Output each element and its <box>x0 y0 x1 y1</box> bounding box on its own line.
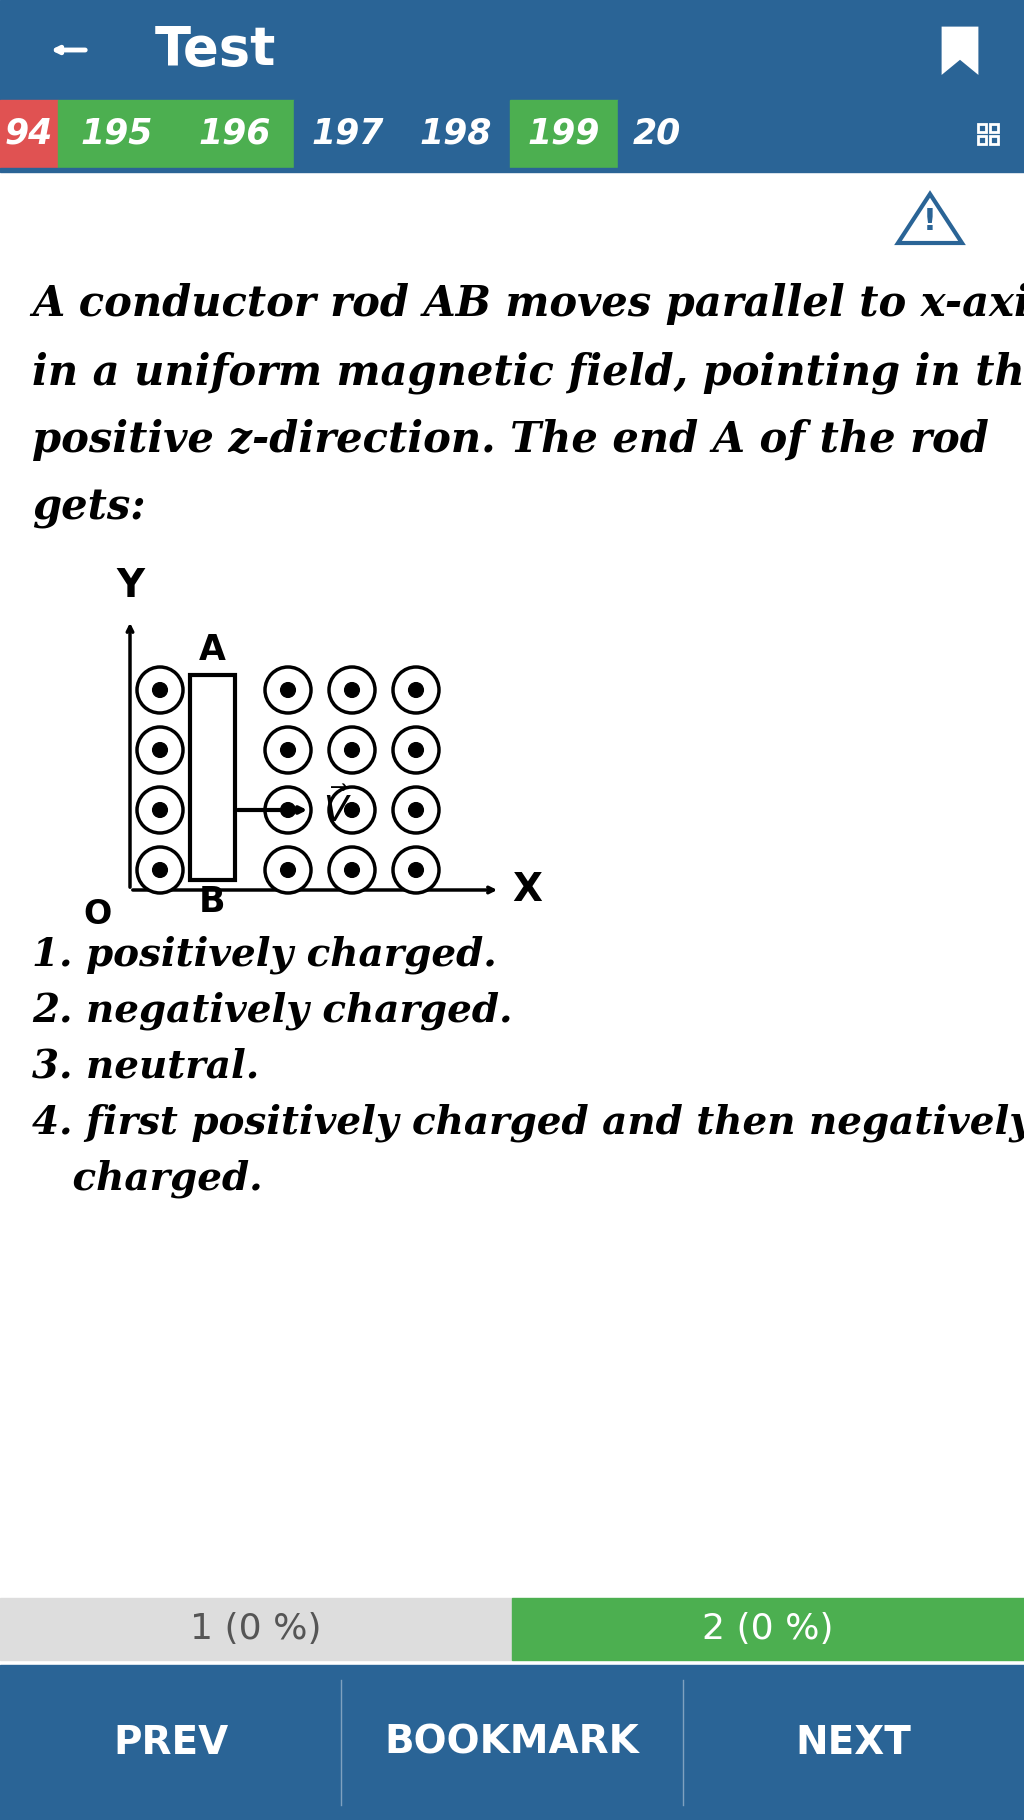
Text: X: X <box>512 872 542 908</box>
Circle shape <box>137 726 183 774</box>
Bar <box>978 124 986 133</box>
Bar <box>0 0 1024 100</box>
Text: 199: 199 <box>527 116 600 151</box>
Circle shape <box>265 786 311 834</box>
Text: 2. negatively charged.: 2. negatively charged. <box>32 992 512 1030</box>
Circle shape <box>393 786 439 834</box>
Circle shape <box>409 743 423 757</box>
Circle shape <box>265 846 311 894</box>
Bar <box>0 1665 1024 1820</box>
Bar <box>190 675 234 881</box>
Bar <box>294 100 402 167</box>
Circle shape <box>281 682 295 697</box>
Text: B: B <box>200 885 226 919</box>
Text: 2 (0 %): 2 (0 %) <box>702 1613 834 1645</box>
Circle shape <box>345 863 359 877</box>
Circle shape <box>153 743 167 757</box>
Circle shape <box>329 846 375 894</box>
Text: $\vec{V}$: $\vec{V}$ <box>323 786 352 828</box>
Text: 94: 94 <box>5 116 53 151</box>
Text: gets:: gets: <box>32 488 145 530</box>
Bar <box>0 1598 512 1660</box>
Circle shape <box>153 682 167 697</box>
Text: Y: Y <box>116 568 144 604</box>
Text: positive z-direction. The end A of the rod: positive z-direction. The end A of the r… <box>32 419 989 460</box>
Circle shape <box>137 786 183 834</box>
Bar <box>176 100 294 167</box>
Circle shape <box>345 803 359 817</box>
Text: 197: 197 <box>312 116 384 151</box>
Circle shape <box>153 863 167 877</box>
Circle shape <box>265 666 311 713</box>
Text: O: O <box>84 897 112 932</box>
Text: A conductor rod AB moves parallel to x-axis: A conductor rod AB moves parallel to x-a… <box>32 282 1024 326</box>
Text: 3. neutral.: 3. neutral. <box>32 1046 259 1085</box>
Circle shape <box>281 743 295 757</box>
Bar <box>510 100 618 167</box>
Bar <box>618 100 696 167</box>
Circle shape <box>137 846 183 894</box>
Circle shape <box>153 803 167 817</box>
Bar <box>696 100 1024 167</box>
Circle shape <box>409 803 423 817</box>
Circle shape <box>329 726 375 774</box>
Text: 4. first positively charged and then negatively: 4. first positively charged and then neg… <box>32 1103 1024 1141</box>
Text: NEXT: NEXT <box>796 1724 911 1762</box>
Bar <box>0 100 58 167</box>
Circle shape <box>409 682 423 697</box>
Circle shape <box>409 863 423 877</box>
Circle shape <box>393 726 439 774</box>
Bar <box>402 100 510 167</box>
Circle shape <box>329 666 375 713</box>
Text: charged.: charged. <box>32 1159 262 1198</box>
Text: 198: 198 <box>420 116 493 151</box>
Circle shape <box>393 846 439 894</box>
Text: 196: 196 <box>199 116 271 151</box>
Circle shape <box>137 666 183 713</box>
Bar <box>0 167 1024 173</box>
Circle shape <box>265 726 311 774</box>
Text: 195: 195 <box>81 116 154 151</box>
Circle shape <box>281 863 295 877</box>
Text: Test: Test <box>155 24 276 76</box>
Text: A: A <box>199 633 226 666</box>
Circle shape <box>329 786 375 834</box>
Text: !: ! <box>923 207 937 235</box>
Text: in a uniform magnetic field, pointing in the: in a uniform magnetic field, pointing in… <box>32 351 1024 393</box>
Circle shape <box>393 666 439 713</box>
Text: 20: 20 <box>633 116 681 151</box>
Text: 1 (0 %): 1 (0 %) <box>190 1613 322 1645</box>
Bar <box>512 1598 1024 1660</box>
Circle shape <box>345 682 359 697</box>
Bar <box>990 136 998 144</box>
Bar <box>58 100 176 167</box>
Polygon shape <box>943 27 977 73</box>
Circle shape <box>281 803 295 817</box>
Circle shape <box>345 743 359 757</box>
Text: BOOKMARK: BOOKMARK <box>385 1724 639 1762</box>
Text: PREV: PREV <box>113 1724 228 1762</box>
Bar <box>990 124 998 133</box>
Text: 1. positively charged.: 1. positively charged. <box>32 935 497 974</box>
Bar <box>978 136 986 144</box>
